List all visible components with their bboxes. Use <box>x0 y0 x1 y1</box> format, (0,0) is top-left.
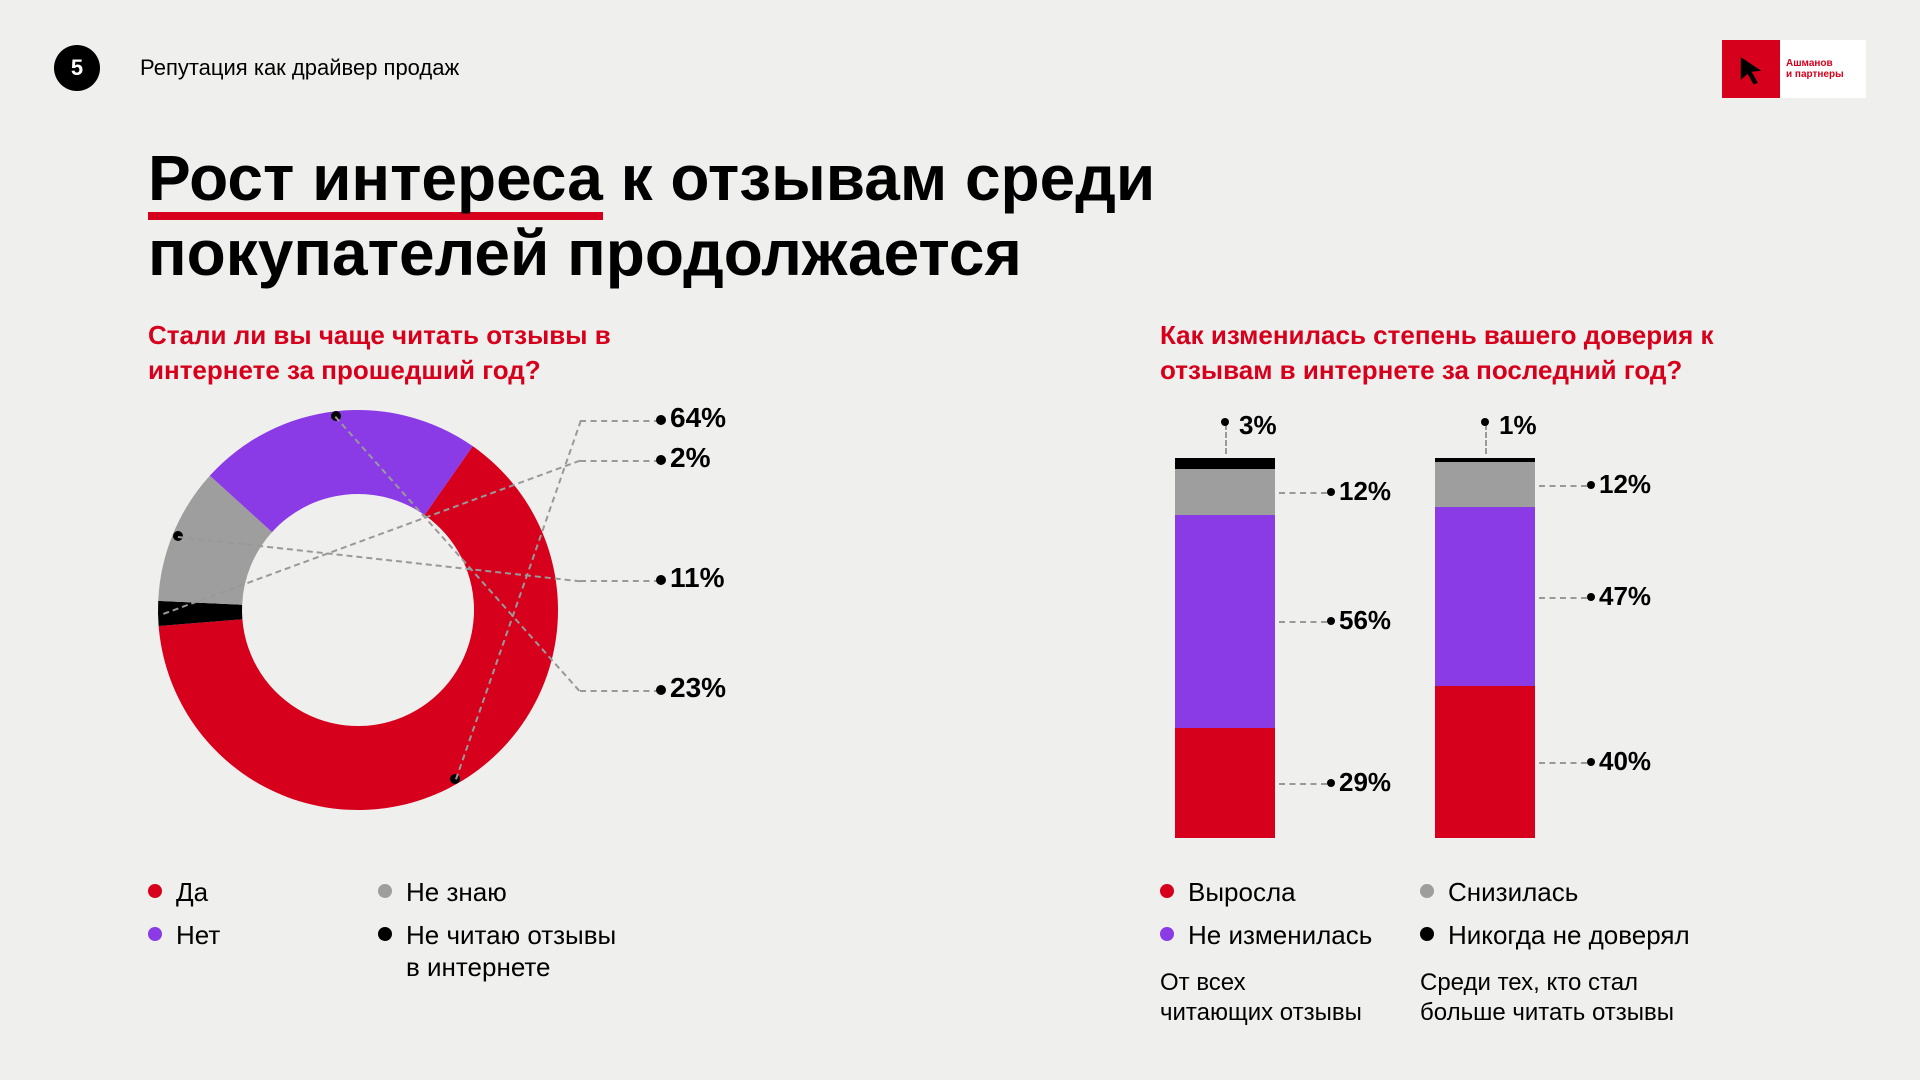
bar-segment-0-never <box>1175 458 1275 469</box>
logo-line2: и партнеры <box>1786 69 1866 81</box>
bar-leader-1-grew <box>1539 762 1587 764</box>
donut-leader-enddot-dont_know <box>656 575 666 585</box>
bar-leader-dot-0-declined <box>1327 488 1335 496</box>
bar-segment-1-declined <box>1435 462 1535 508</box>
legend-dot-icon <box>1160 927 1174 941</box>
donut-leader-h-no_read <box>580 460 660 462</box>
donut-legend-item-no_read: Не читаю отзывыв интернете <box>378 919 616 984</box>
bar-leader-1-same <box>1539 597 1587 599</box>
bar-segment-0-same <box>1175 515 1275 728</box>
donut-leader-enddot-no <box>656 685 666 695</box>
bar-value-1-declined: 12% <box>1599 469 1651 500</box>
bars-legend-item-grew: Выросла <box>1160 876 1372 909</box>
legend-label: Снизилась <box>1448 876 1578 909</box>
donut-question: Стали ли вы чаще читать отзывы в интерне… <box>148 318 708 388</box>
bar-leader-dot-0-same <box>1327 617 1335 625</box>
donut-leader-h-yes <box>580 420 660 422</box>
donut-legend-item-dont_know: Не знаю <box>378 876 616 909</box>
stacked-bars: 3% 29% 56% 12% 1% 40% 47% 12% <box>1160 408 1800 868</box>
donut-leader-enddot-no_read <box>656 455 666 465</box>
donut-legend-col2: Не знаю Не читаю отзывыв интернете <box>378 876 616 994</box>
bar-leader-dot-1-grew <box>1587 758 1595 766</box>
donut-leader-h-dont_know <box>580 580 660 582</box>
donut-legend-col1: Да Нет <box>148 876 220 961</box>
legend-dot-icon <box>378 927 392 941</box>
legend-dot-icon <box>1420 927 1434 941</box>
bar-value-1-never: 1% <box>1499 410 1537 441</box>
bar-segment-1-same <box>1435 507 1535 686</box>
title-line2: покупателей продолжается <box>148 217 1022 289</box>
title-rest1: к отзывам среди <box>603 142 1155 214</box>
donut-value-dont_know: 11% <box>670 562 725 594</box>
bar-value-0-grew: 29% <box>1339 767 1391 798</box>
bar-top-leader-0 <box>1225 424 1227 454</box>
donut-value-no: 23% <box>670 672 726 704</box>
bar-value-0-never: 3% <box>1239 410 1277 441</box>
legend-label: Да <box>176 876 208 909</box>
bars-legend-item-same: Не изменилась <box>1160 919 1372 952</box>
logo: Ашманов и партнеры <box>1722 40 1866 98</box>
bar-top-dot-1 <box>1481 418 1489 426</box>
bar-value-1-same: 47% <box>1599 581 1651 612</box>
legend-dot-icon <box>148 884 162 898</box>
legend-label: Не изменилась <box>1188 919 1372 952</box>
bar-caption-0: От всехчитающих отзывы <box>1160 968 1400 1028</box>
page-number-badge: 5 <box>54 45 100 91</box>
logo-text: Ашманов и партнеры <box>1780 40 1866 98</box>
donut-legend-item-yes: Да <box>148 876 220 909</box>
legend-label: Не знаю <box>406 876 507 909</box>
page-number: 5 <box>71 55 83 81</box>
donut-chart <box>148 400 568 820</box>
bar-leader-1-declined <box>1539 485 1587 487</box>
bar-leader-dot-0-grew <box>1327 779 1335 787</box>
header-text: Репутация как драйвер продаж <box>140 55 459 81</box>
logo-mark <box>1722 40 1780 98</box>
legend-dot-icon <box>1420 884 1434 898</box>
bar-top-dot-0 <box>1221 418 1229 426</box>
bars-legend-item-never: Никогда не доверял <box>1420 919 1690 952</box>
bar-segment-1-never <box>1435 458 1535 462</box>
legend-label: Нет <box>176 919 220 952</box>
bars-question: Как изменилась степень вашего доверия к … <box>1160 318 1780 388</box>
bar-leader-dot-1-declined <box>1587 481 1595 489</box>
bar-leader-dot-1-same <box>1587 593 1595 601</box>
bar-value-0-declined: 12% <box>1339 476 1391 507</box>
donut-legend-item-no: Нет <box>148 919 220 952</box>
bar-caption-1: Среди тех, кто сталбольше читать отзывы <box>1420 968 1720 1028</box>
donut-value-yes: 64% <box>670 402 726 434</box>
donut-leader-enddot-yes <box>656 415 666 425</box>
bars-legend-col2: Снизилась Никогда не доверял <box>1420 876 1690 961</box>
bar-leader-0-same <box>1279 621 1327 623</box>
bar-leader-0-declined <box>1279 492 1327 494</box>
bar-segment-0-declined <box>1175 469 1275 515</box>
bar-segment-0-grew <box>1175 728 1275 838</box>
bars-legend-item-declined: Снизилась <box>1420 876 1690 909</box>
legend-label: Не читаю отзывыв интернете <box>406 919 616 984</box>
page-title: Рост интереса к отзывам среди покупателе… <box>148 145 1155 287</box>
bars-legend-col1: Выросла Не изменилась <box>1160 876 1372 961</box>
bar-segment-1-grew <box>1435 686 1535 838</box>
cursor-icon <box>1734 52 1768 86</box>
donut-leader-h-no <box>580 690 660 692</box>
legend-dot-icon <box>378 884 392 898</box>
legend-dot-icon <box>148 927 162 941</box>
title-underlined: Рост интереса <box>148 145 603 220</box>
donut-svg <box>148 400 568 820</box>
logo-line1: Ашманов <box>1786 58 1866 70</box>
legend-dot-icon <box>1160 884 1174 898</box>
legend-label: Никогда не доверял <box>1448 919 1690 952</box>
bar-value-0-same: 56% <box>1339 605 1391 636</box>
bar-top-leader-1 <box>1485 424 1487 454</box>
donut-value-no_read: 2% <box>670 442 710 474</box>
bar-leader-0-grew <box>1279 783 1327 785</box>
legend-label: Выросла <box>1188 876 1296 909</box>
bar-value-1-grew: 40% <box>1599 746 1651 777</box>
